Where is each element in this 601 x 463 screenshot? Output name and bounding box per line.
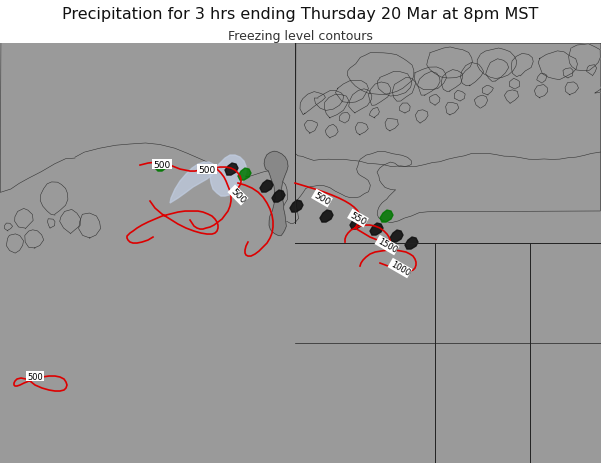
Polygon shape <box>390 231 403 243</box>
Polygon shape <box>264 152 288 236</box>
Text: 500: 500 <box>313 190 332 207</box>
Polygon shape <box>238 169 251 181</box>
Polygon shape <box>325 125 338 139</box>
Polygon shape <box>290 200 303 213</box>
Polygon shape <box>1 43 601 224</box>
Polygon shape <box>429 95 440 106</box>
Polygon shape <box>595 88 601 94</box>
Polygon shape <box>415 111 428 124</box>
Polygon shape <box>414 68 447 90</box>
Polygon shape <box>59 210 81 234</box>
Text: 500: 500 <box>229 187 247 205</box>
Polygon shape <box>295 44 601 168</box>
Polygon shape <box>225 164 238 175</box>
Text: Freezing level contours: Freezing level contours <box>228 30 373 43</box>
Polygon shape <box>405 238 418 250</box>
Polygon shape <box>340 113 350 124</box>
Polygon shape <box>509 79 519 90</box>
Polygon shape <box>538 52 578 81</box>
Polygon shape <box>474 96 487 109</box>
Polygon shape <box>477 49 517 79</box>
Text: 500: 500 <box>153 160 171 169</box>
Text: Precipitation for 3 hrs ending Thursday 20 Mar at 8pm MST: Precipitation for 3 hrs ending Thursday … <box>63 6 538 22</box>
Polygon shape <box>486 60 508 82</box>
Polygon shape <box>14 209 33 229</box>
Text: 550: 550 <box>349 210 368 227</box>
Polygon shape <box>4 224 13 232</box>
Polygon shape <box>446 103 459 116</box>
Polygon shape <box>563 69 573 79</box>
Polygon shape <box>155 161 168 172</box>
Polygon shape <box>314 91 344 111</box>
Polygon shape <box>300 93 325 115</box>
Polygon shape <box>347 54 414 95</box>
Polygon shape <box>349 90 372 114</box>
Polygon shape <box>335 81 368 103</box>
Polygon shape <box>370 108 379 119</box>
Polygon shape <box>0 144 601 463</box>
Polygon shape <box>400 104 410 114</box>
Polygon shape <box>427 48 472 79</box>
Polygon shape <box>25 230 44 249</box>
Polygon shape <box>504 91 519 104</box>
Polygon shape <box>482 86 493 96</box>
Polygon shape <box>260 181 273 193</box>
Polygon shape <box>587 66 597 77</box>
Polygon shape <box>418 72 440 96</box>
Text: 1500: 1500 <box>376 237 398 255</box>
Polygon shape <box>320 211 333 223</box>
Text: 500: 500 <box>27 372 43 381</box>
Polygon shape <box>79 213 100 238</box>
Polygon shape <box>170 163 215 204</box>
Polygon shape <box>210 156 246 197</box>
Polygon shape <box>355 124 368 136</box>
Polygon shape <box>377 72 412 97</box>
Polygon shape <box>441 70 462 93</box>
Polygon shape <box>392 78 416 102</box>
Polygon shape <box>368 83 391 106</box>
Text: 500: 500 <box>198 165 216 174</box>
Polygon shape <box>385 119 398 132</box>
Polygon shape <box>454 91 465 102</box>
Polygon shape <box>304 121 317 134</box>
Polygon shape <box>40 182 68 216</box>
Polygon shape <box>350 218 363 230</box>
Polygon shape <box>569 44 600 71</box>
Polygon shape <box>272 191 285 203</box>
Text: 1000: 1000 <box>389 259 411 278</box>
Polygon shape <box>534 85 548 99</box>
Polygon shape <box>460 63 484 87</box>
Polygon shape <box>537 74 547 84</box>
Polygon shape <box>565 83 579 96</box>
Polygon shape <box>47 219 55 229</box>
Polygon shape <box>325 95 349 119</box>
Polygon shape <box>370 224 383 236</box>
Polygon shape <box>7 234 23 253</box>
Polygon shape <box>380 211 393 223</box>
Polygon shape <box>511 54 533 78</box>
